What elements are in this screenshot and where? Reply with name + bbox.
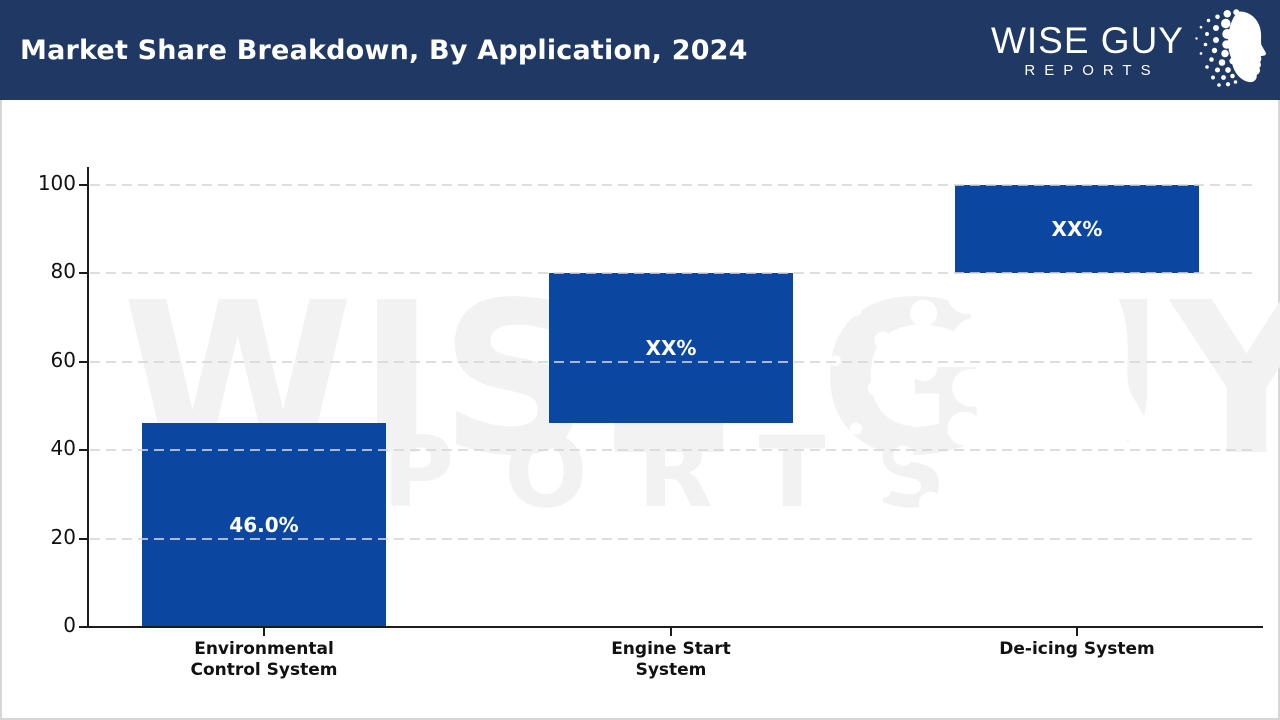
y-axis-tick xyxy=(79,537,87,540)
category-label-line: Engine Start xyxy=(611,639,731,659)
category-label-line: Control System xyxy=(190,660,338,680)
y-axis-tick-label: 80 xyxy=(50,259,76,283)
x-axis-tick xyxy=(1076,628,1078,636)
bar-de-icing-system: XX% xyxy=(955,184,1199,273)
y-axis-line xyxy=(87,167,89,628)
category-label-line: De-icing System xyxy=(999,639,1155,659)
chart-title: Market Share Breakdown, By Application, … xyxy=(20,34,748,66)
y-axis-tick xyxy=(79,272,87,274)
header-bar: Market Share Breakdown, By Application, … xyxy=(0,0,1280,100)
x-axis-tick xyxy=(670,628,672,636)
y-axis-tick xyxy=(79,626,87,628)
x-axis-tick xyxy=(263,628,265,636)
y-axis-tick-label: 0 xyxy=(63,613,76,637)
category-label-line: System xyxy=(635,660,707,680)
y-axis-tick-label: 100 xyxy=(37,170,76,195)
y-axis-tick-label: 60 xyxy=(50,347,76,372)
bar-value-label: XX% xyxy=(1051,216,1103,241)
bar-value-label: XX% xyxy=(645,336,697,361)
gridline-20 xyxy=(90,537,1256,540)
bar-environmental-control-system: 46.0% xyxy=(142,423,386,627)
gridline-100 xyxy=(90,183,1256,186)
x-axis-line xyxy=(87,626,1263,628)
y-axis-tick xyxy=(79,360,87,363)
dotted-head-logo-icon xyxy=(1195,8,1266,87)
bar-value-label: 46.0% xyxy=(229,513,299,538)
logo-wordmark: WISE GUY xyxy=(990,19,1184,61)
category-label-line: Environmental xyxy=(194,639,334,659)
gridline-40 xyxy=(90,449,1256,451)
y-axis-tick xyxy=(79,449,87,451)
x-axis-category-label-de-icing-system: De-icing System xyxy=(917,639,1237,660)
y-axis-tick-label: 20 xyxy=(50,524,76,549)
gridline-80 xyxy=(90,272,1256,274)
y-axis-tick-label: 40 xyxy=(50,436,76,460)
bar-engine-start-system: XX% xyxy=(549,273,793,424)
x-axis-category-label-engine-start-system: Engine Start System xyxy=(511,639,831,681)
y-axis-tick xyxy=(79,183,87,186)
wise-guy-reports-logo: WISE GUY REPORTS xyxy=(991,0,1270,100)
x-axis-category-label-environmental-control-system: Environmental Control System xyxy=(104,639,424,681)
logo-text: WISE GUY REPORTS xyxy=(991,22,1184,79)
gridline-60 xyxy=(90,360,1256,363)
logo-subtitle: REPORTS xyxy=(1024,61,1160,79)
